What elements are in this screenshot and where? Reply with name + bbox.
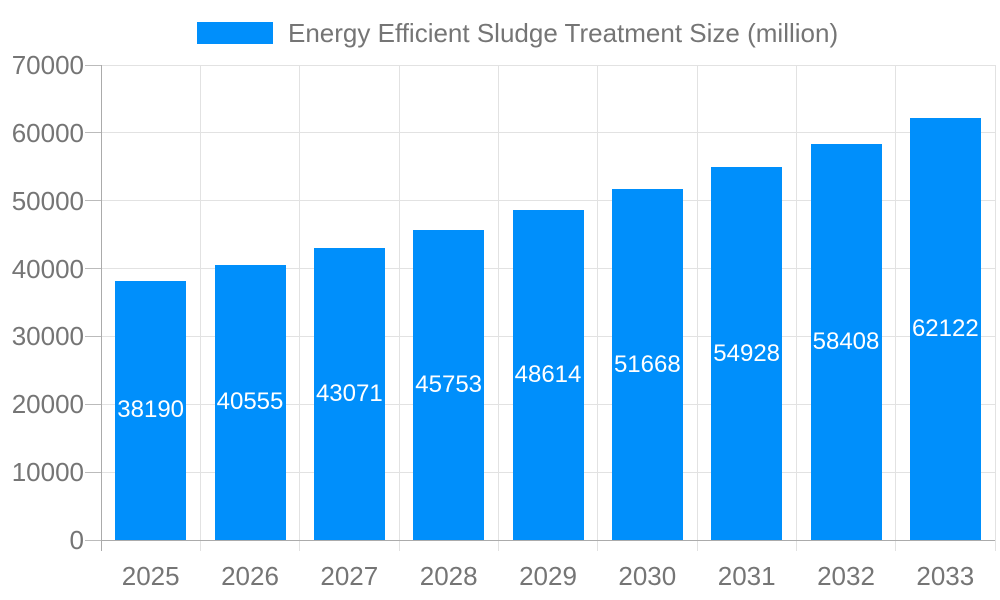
bar[interactable]: 45753 bbox=[413, 229, 485, 540]
bar[interactable]: 58408 bbox=[810, 143, 882, 540]
x-tick-label: 2033 bbox=[916, 561, 975, 591]
y-gridline bbox=[101, 132, 995, 134]
bar[interactable]: 40555 bbox=[214, 264, 286, 540]
y-tick-label: 60000 bbox=[11, 117, 84, 148]
y-tick bbox=[85, 539, 101, 541]
bar[interactable]: 48614 bbox=[512, 210, 584, 540]
bar-value-label: 51668 bbox=[613, 350, 681, 378]
y-tick bbox=[85, 335, 101, 337]
y-tick bbox=[85, 268, 101, 270]
x-tick-label: 2029 bbox=[519, 561, 577, 591]
y-gridline bbox=[101, 64, 995, 66]
bar[interactable]: 38190 bbox=[115, 280, 187, 540]
x-gridline bbox=[299, 65, 301, 551]
x-gridline bbox=[199, 65, 201, 551]
bar[interactable]: 43071 bbox=[313, 247, 385, 540]
x-tick-label: 2031 bbox=[717, 561, 776, 591]
y-tick-label: 40000 bbox=[11, 253, 84, 284]
bar[interactable]: 54928 bbox=[711, 167, 783, 540]
bar-value-label: 54928 bbox=[713, 339, 781, 367]
y-tick-label: 20000 bbox=[11, 389, 84, 420]
x-gridline bbox=[795, 65, 797, 551]
x-tick-label: 2027 bbox=[320, 561, 379, 591]
x-gridline bbox=[597, 65, 599, 551]
y-axis-line bbox=[100, 65, 102, 551]
y-tick-label: 30000 bbox=[11, 321, 84, 352]
y-tick-label: 70000 bbox=[11, 50, 84, 80]
y-tick-label: 0 bbox=[69, 525, 84, 555]
x-tick-label: 2030 bbox=[618, 561, 677, 591]
y-tick bbox=[85, 403, 101, 405]
y-tick bbox=[85, 200, 101, 202]
x-tick-label: 2028 bbox=[419, 561, 478, 591]
legend-swatch[interactable] bbox=[197, 22, 273, 44]
y-tick bbox=[85, 471, 101, 473]
y-tick bbox=[85, 132, 101, 134]
x-gridline bbox=[696, 65, 698, 551]
x-gridline bbox=[398, 65, 400, 551]
x-axis-baseline bbox=[101, 539, 995, 541]
bar-value-label: 38190 bbox=[117, 396, 185, 424]
bar-value-label: 48614 bbox=[514, 361, 582, 389]
bar-value-label: 40555 bbox=[216, 388, 284, 416]
y-tick-label: 10000 bbox=[11, 457, 84, 488]
x-tick-label: 2032 bbox=[817, 561, 875, 591]
legend-label[interactable]: Energy Efficient Sludge Treatment Size (… bbox=[288, 18, 839, 48]
y-gridline bbox=[101, 200, 995, 202]
y-tick-label: 50000 bbox=[11, 185, 84, 216]
bar[interactable]: 51668 bbox=[611, 189, 683, 540]
bar-value-label: 43071 bbox=[315, 379, 383, 407]
x-tick-label: 2026 bbox=[221, 561, 279, 591]
bar-value-label: 45753 bbox=[415, 370, 483, 398]
bar[interactable]: 62122 bbox=[909, 118, 981, 540]
x-tick-label: 2025 bbox=[121, 561, 180, 591]
x-gridline bbox=[895, 65, 897, 551]
x-gridline bbox=[994, 65, 996, 551]
y-tick bbox=[85, 64, 101, 66]
bar-value-label: 62122 bbox=[911, 315, 979, 343]
plot-area: 0 10000 20000 30000 40000 50000 60000 70000 3819… bbox=[12, 52, 996, 589]
x-gridline bbox=[497, 65, 499, 551]
bar-value-label: 58408 bbox=[812, 327, 880, 355]
